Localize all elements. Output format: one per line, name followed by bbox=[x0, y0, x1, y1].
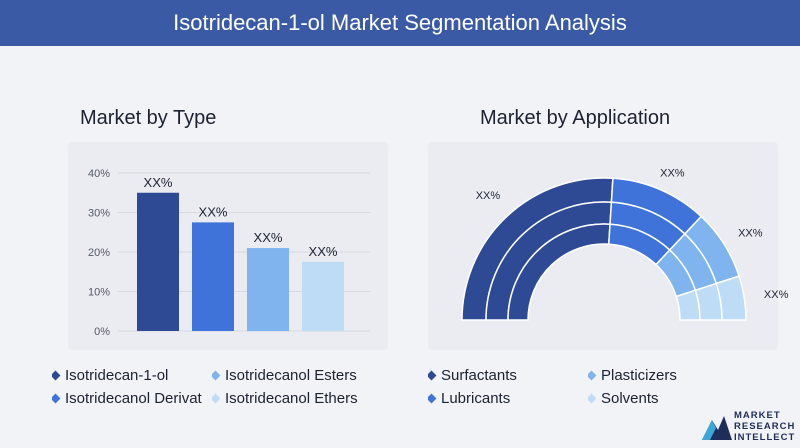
legend-label: Isotridecanol Derivat bbox=[65, 390, 202, 407]
bar-data-label: XX% bbox=[254, 230, 283, 245]
legend-label: Lubricants bbox=[441, 390, 511, 407]
y-tick-label: 20% bbox=[88, 247, 110, 259]
legend-label: Plasticizers bbox=[601, 367, 677, 384]
bar-data-label: XX% bbox=[199, 204, 228, 219]
legend-marker-icon bbox=[588, 370, 597, 381]
legend-marker-icon bbox=[52, 393, 61, 404]
legend-marker-icon bbox=[212, 393, 221, 404]
application-chart-title: Market by Application bbox=[480, 107, 671, 129]
legend-marker-icon bbox=[428, 393, 437, 404]
legend-marker-icon bbox=[52, 370, 61, 381]
legend-item-plasticizers: Plasticizers bbox=[588, 367, 677, 384]
legend-item-surfactants: Surfactants bbox=[428, 367, 517, 384]
ring-segment-solvents bbox=[675, 289, 701, 321]
header-bar: Isotridecan-1-ol Market Segmentation Ana… bbox=[0, 0, 800, 46]
legend-label: Isotridecanol Esters bbox=[225, 367, 357, 384]
legend-label: Isotridecan-1-ol bbox=[65, 367, 169, 384]
logo-text: MARKET RESEARCH INTELLECT bbox=[734, 410, 795, 443]
legend-label: Isotridecanol Ethers bbox=[225, 390, 358, 407]
legend-item-solvents: Solvents bbox=[588, 390, 659, 407]
y-tick-label: 0% bbox=[94, 326, 110, 338]
legend-marker-icon bbox=[588, 393, 597, 404]
bar-isotridecan-1-ol bbox=[137, 192, 179, 331]
bar-isotridecanol-ethers bbox=[302, 261, 344, 331]
legend-item-isotridecanol-esters: Isotridecanol Esters bbox=[212, 367, 357, 384]
y-tick-label: 40% bbox=[88, 168, 110, 180]
legend-item-lubricants: Lubricants bbox=[428, 390, 510, 407]
logo-line-2: RESEARCH bbox=[734, 421, 796, 432]
type-chart-title: Market by Type bbox=[80, 107, 217, 129]
bar-data-label: XX% bbox=[309, 244, 338, 259]
legend-marker-icon bbox=[428, 370, 437, 381]
y-tick-label: 30% bbox=[88, 208, 110, 220]
bar-data-label: XX% bbox=[144, 175, 173, 190]
legend-label: Surfactants bbox=[441, 367, 517, 384]
legend-item-isotridecanol-derivat: Isotridecanol Derivat bbox=[52, 390, 202, 407]
legend-marker-icon bbox=[212, 370, 221, 381]
ring-data-label: XX% bbox=[660, 168, 685, 180]
legend-label: Solvents bbox=[601, 390, 659, 407]
ring-data-label: XX% bbox=[764, 289, 789, 301]
logo-mountain-icon bbox=[702, 416, 732, 440]
logo-line-3: INTELLECT bbox=[734, 432, 796, 443]
y-tick-label: 10% bbox=[88, 287, 110, 299]
legend-item-isotridecanol-ethers: Isotridecanol Ethers bbox=[212, 390, 358, 407]
ring-data-label: XX% bbox=[476, 190, 501, 202]
bar-isotridecanol-esters bbox=[247, 248, 289, 331]
page-title: Isotridecan-1-ol Market Segmentation Ana… bbox=[173, 10, 627, 35]
ring-data-label: XX% bbox=[738, 228, 763, 240]
logo-line-1: MARKET bbox=[734, 410, 781, 421]
bar-isotridecanol-derivat bbox=[192, 222, 234, 331]
legend-item-isotridecan-1-ol: Isotridecan-1-ol bbox=[52, 367, 168, 384]
company-logo: MARKET RESEARCH INTELLECT bbox=[700, 408, 796, 444]
